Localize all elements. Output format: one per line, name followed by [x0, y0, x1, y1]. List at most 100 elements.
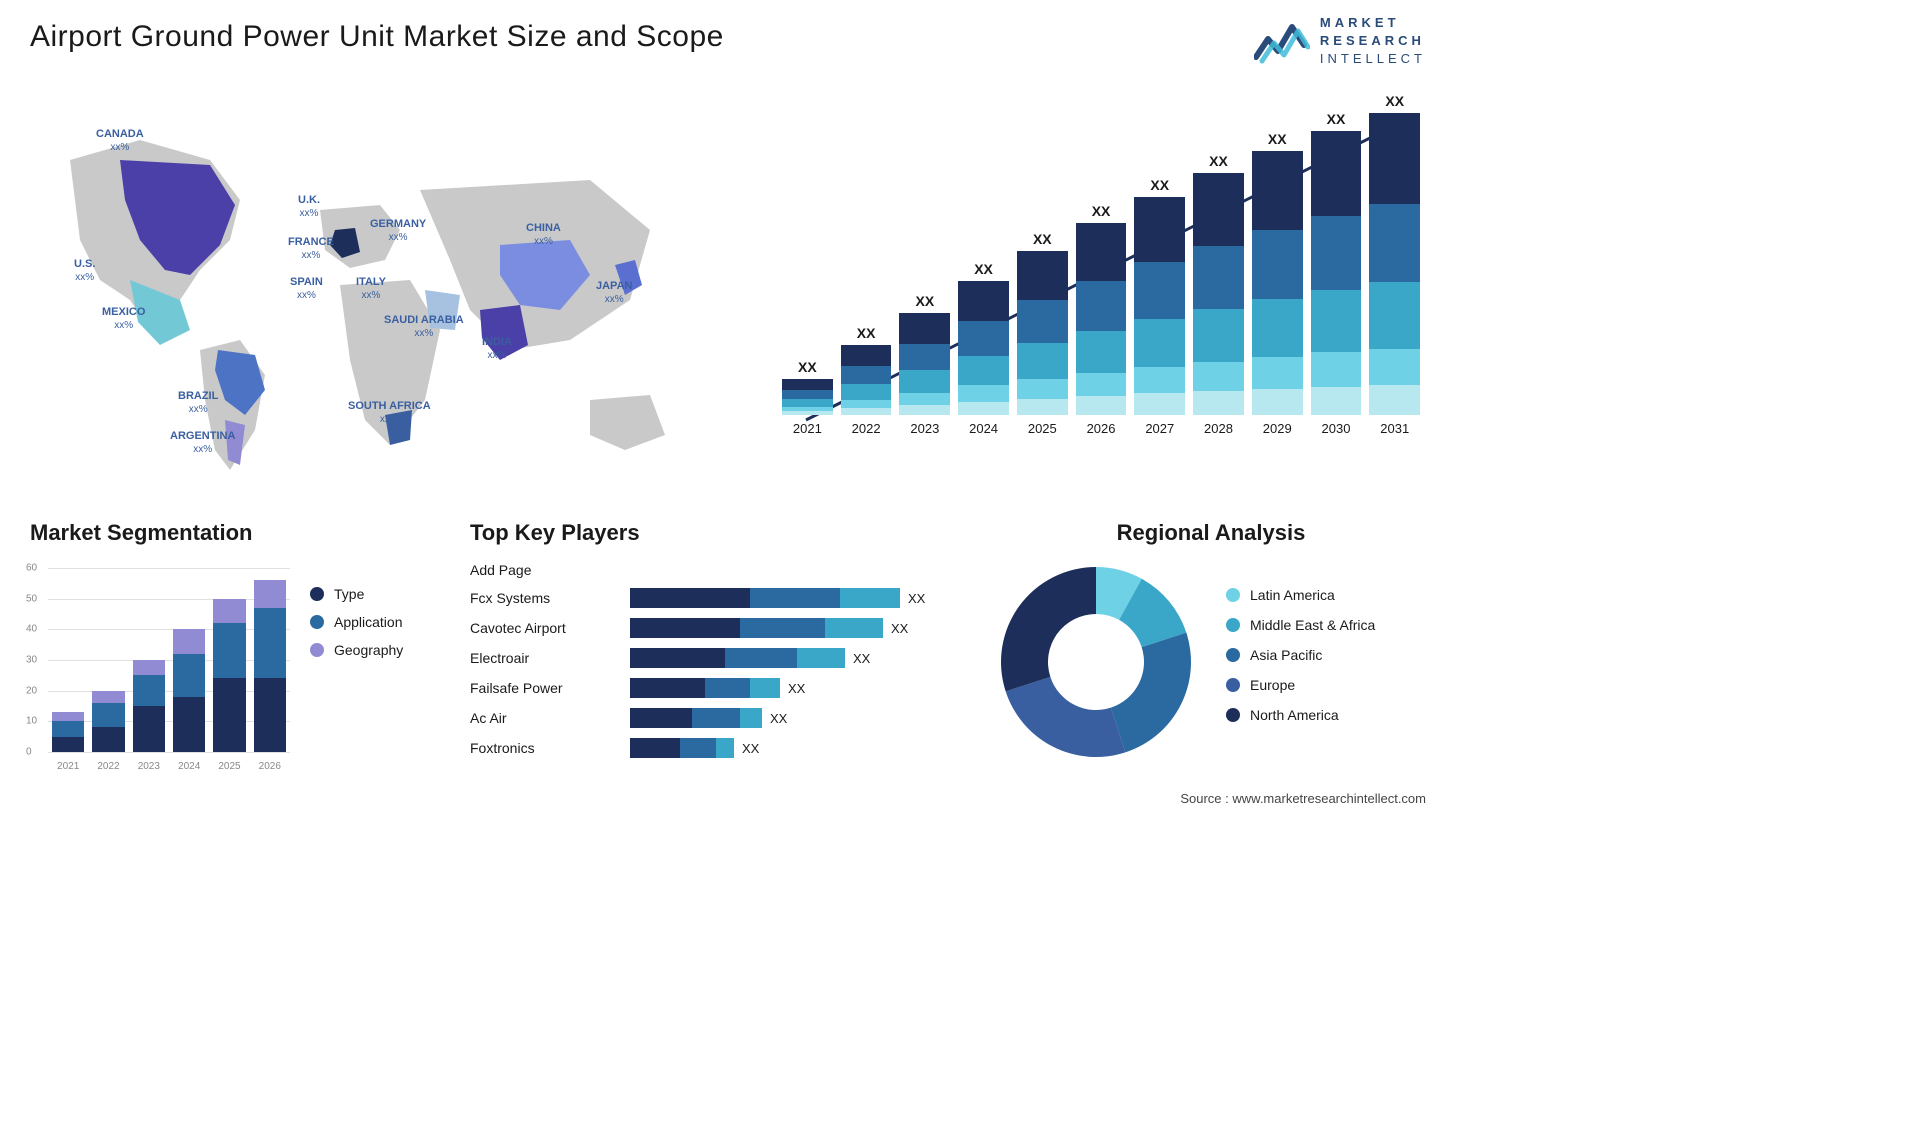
main-bar-value-label: XX: [1385, 93, 1404, 109]
bar-segment: [1134, 197, 1185, 262]
kp-bar-segment: [750, 678, 780, 698]
bar-segment: [841, 384, 892, 399]
bar-segment: [1252, 357, 1303, 389]
bar-segment: [1252, 151, 1303, 230]
map-country-label: ARGENTINAxx%: [170, 430, 235, 456]
main-bar-column: XX2028: [1193, 153, 1244, 436]
bar-segment: [899, 344, 950, 371]
seg-bar: [254, 580, 286, 752]
main-bar-year-label: 2027: [1145, 421, 1174, 436]
seg-bar: [173, 629, 205, 752]
kp-bar-segment: [680, 738, 716, 758]
map-country-label: U.S.xx%: [74, 258, 95, 284]
main-bar: [1311, 131, 1362, 415]
main-bar-year-label: 2031: [1380, 421, 1409, 436]
seg-bar: [133, 660, 165, 752]
bar-segment: [1311, 387, 1362, 415]
bar-segment: [1311, 216, 1362, 290]
legend-item: Application: [310, 614, 403, 630]
map-country-label: SPAINxx%: [290, 276, 323, 302]
main-bar-column: XX2021: [782, 359, 833, 436]
kp-player-name: Cavotec Airport: [470, 620, 620, 636]
legend-dot-icon: [310, 643, 324, 657]
main-bar-year-label: 2021: [793, 421, 822, 436]
main-bar: [782, 379, 833, 415]
seg-xtick-label: 2026: [254, 761, 286, 772]
legend-label: Latin America: [1250, 587, 1335, 603]
seg-bar-segment: [133, 660, 165, 675]
bar-segment: [1134, 367, 1185, 393]
main-bar-column: XX2024: [958, 261, 1009, 436]
main-bar-year-label: 2029: [1263, 421, 1292, 436]
seg-ytick-label: 40: [26, 624, 37, 635]
bar-segment: [1252, 299, 1303, 357]
legend-label: Application: [334, 614, 403, 630]
bar-segment: [899, 393, 950, 405]
seg-gridline: [48, 752, 290, 753]
segmentation-title: Market Segmentation: [30, 520, 430, 546]
kp-value-label: XX: [891, 621, 908, 636]
logo-line3: INTELLECT: [1320, 50, 1426, 68]
kp-bar-segment: [630, 588, 750, 608]
seg-bar: [92, 691, 124, 752]
seg-bar-segment: [133, 706, 165, 752]
kp-bar: [630, 648, 845, 668]
bar-segment: [958, 402, 1009, 415]
map-country-label: SOUTH AFRICAxx%: [348, 400, 431, 426]
seg-ytick-label: 10: [26, 716, 37, 727]
kp-bar-segment: [840, 588, 900, 608]
bar-segment: [782, 399, 833, 407]
bar-segment: [1017, 399, 1068, 415]
main-bar-value-label: XX: [1209, 153, 1228, 169]
kp-bar-segment: [725, 648, 797, 668]
main-bar-value-label: XX: [1150, 177, 1169, 193]
legend-dot-icon: [1226, 708, 1240, 722]
kp-bar-segment: [740, 618, 825, 638]
bar-segment: [841, 366, 892, 384]
seg-bar-segment: [254, 678, 286, 752]
donut-slice: [1111, 633, 1191, 753]
kp-value-label: XX: [770, 711, 787, 726]
bar-segment: [1017, 300, 1068, 343]
bar-segment: [1134, 393, 1185, 415]
main-bar: [1134, 197, 1185, 415]
seg-ytick-label: 20: [26, 685, 37, 696]
seg-bar-segment: [254, 580, 286, 608]
bar-segment: [1369, 282, 1420, 348]
main-bar-year-label: 2026: [1087, 421, 1116, 436]
map-country-label: INDIAxx%: [482, 336, 512, 362]
key-players-section: Top Key Players Add PageFcx SystemsXXCav…: [470, 520, 970, 758]
legend-label: Type: [334, 586, 364, 602]
kp-bar-segment: [750, 588, 840, 608]
map-country-label: ITALYxx%: [356, 276, 386, 302]
map-country-label: SAUDI ARABIAxx%: [384, 314, 464, 340]
bar-segment: [1134, 262, 1185, 319]
world-map: CANADAxx%U.S.xx%MEXICOxx%BRAZILxx%ARGENT…: [30, 100, 710, 500]
main-bar-year-label: 2024: [969, 421, 998, 436]
legend-dot-icon: [1226, 648, 1240, 662]
kp-bar-segment: [716, 738, 734, 758]
seg-bar-segment: [52, 712, 84, 721]
bar-segment: [1369, 204, 1420, 283]
bar-segment: [782, 390, 833, 399]
main-bar: [841, 345, 892, 415]
legend-label: Geography: [334, 642, 403, 658]
main-bar: [1193, 173, 1244, 415]
main-bar-year-label: 2023: [910, 421, 939, 436]
kp-bar: [630, 738, 734, 758]
bar-segment: [899, 370, 950, 392]
bar-segment: [958, 385, 1009, 401]
seg-bar: [52, 712, 84, 752]
bar-segment: [1193, 362, 1244, 391]
bar-segment: [958, 356, 1009, 385]
bar-segment: [1311, 352, 1362, 386]
bar-segment: [899, 405, 950, 415]
bar-segment: [841, 400, 892, 408]
legend-dot-icon: [1226, 618, 1240, 632]
seg-bar-segment: [92, 691, 124, 703]
kp-bar-wrap: XX: [630, 588, 970, 608]
bar-segment: [958, 321, 1009, 356]
segmentation-legend: Type Application Geography: [310, 586, 403, 670]
kp-player-name: Failsafe Power: [470, 680, 620, 696]
seg-ytick-label: 60: [26, 563, 37, 574]
